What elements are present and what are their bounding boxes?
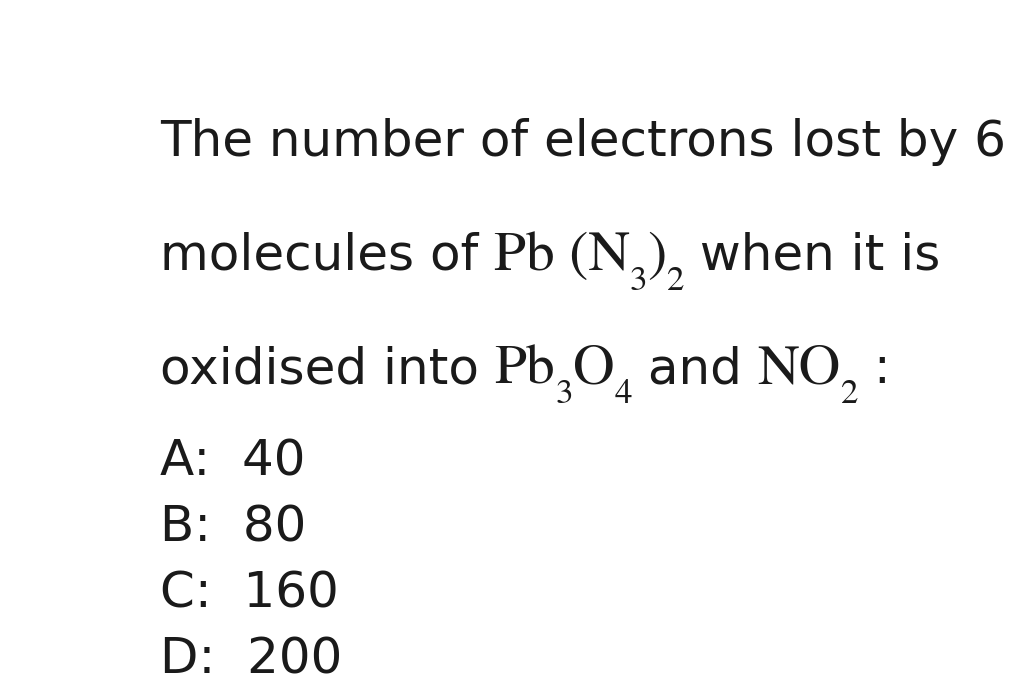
- Text: ): ): [647, 231, 667, 282]
- Text: Pb: Pb: [495, 344, 555, 395]
- Text: 2: 2: [667, 266, 684, 298]
- Text: molecules of: molecules of: [160, 232, 494, 280]
- Text: oxidised into: oxidised into: [160, 346, 495, 393]
- Text: and: and: [632, 346, 758, 393]
- Text: when it is: when it is: [684, 232, 940, 280]
- Text: B:  80: B: 80: [160, 504, 306, 552]
- Text: D:  200: D: 200: [160, 636, 342, 684]
- Text: A:  40: A: 40: [160, 438, 305, 486]
- Text: 3: 3: [555, 379, 572, 412]
- Text: The number of electrons lost by 6: The number of electrons lost by 6: [160, 118, 1006, 166]
- Text: 3: 3: [630, 266, 647, 298]
- Text: :: :: [858, 346, 891, 393]
- Text: C:  160: C: 160: [160, 570, 339, 618]
- Text: Pb (N: Pb (N: [494, 231, 630, 282]
- Text: NO: NO: [758, 344, 841, 395]
- Text: 4: 4: [614, 379, 632, 412]
- Text: 2: 2: [841, 379, 858, 412]
- Text: O: O: [572, 344, 614, 395]
